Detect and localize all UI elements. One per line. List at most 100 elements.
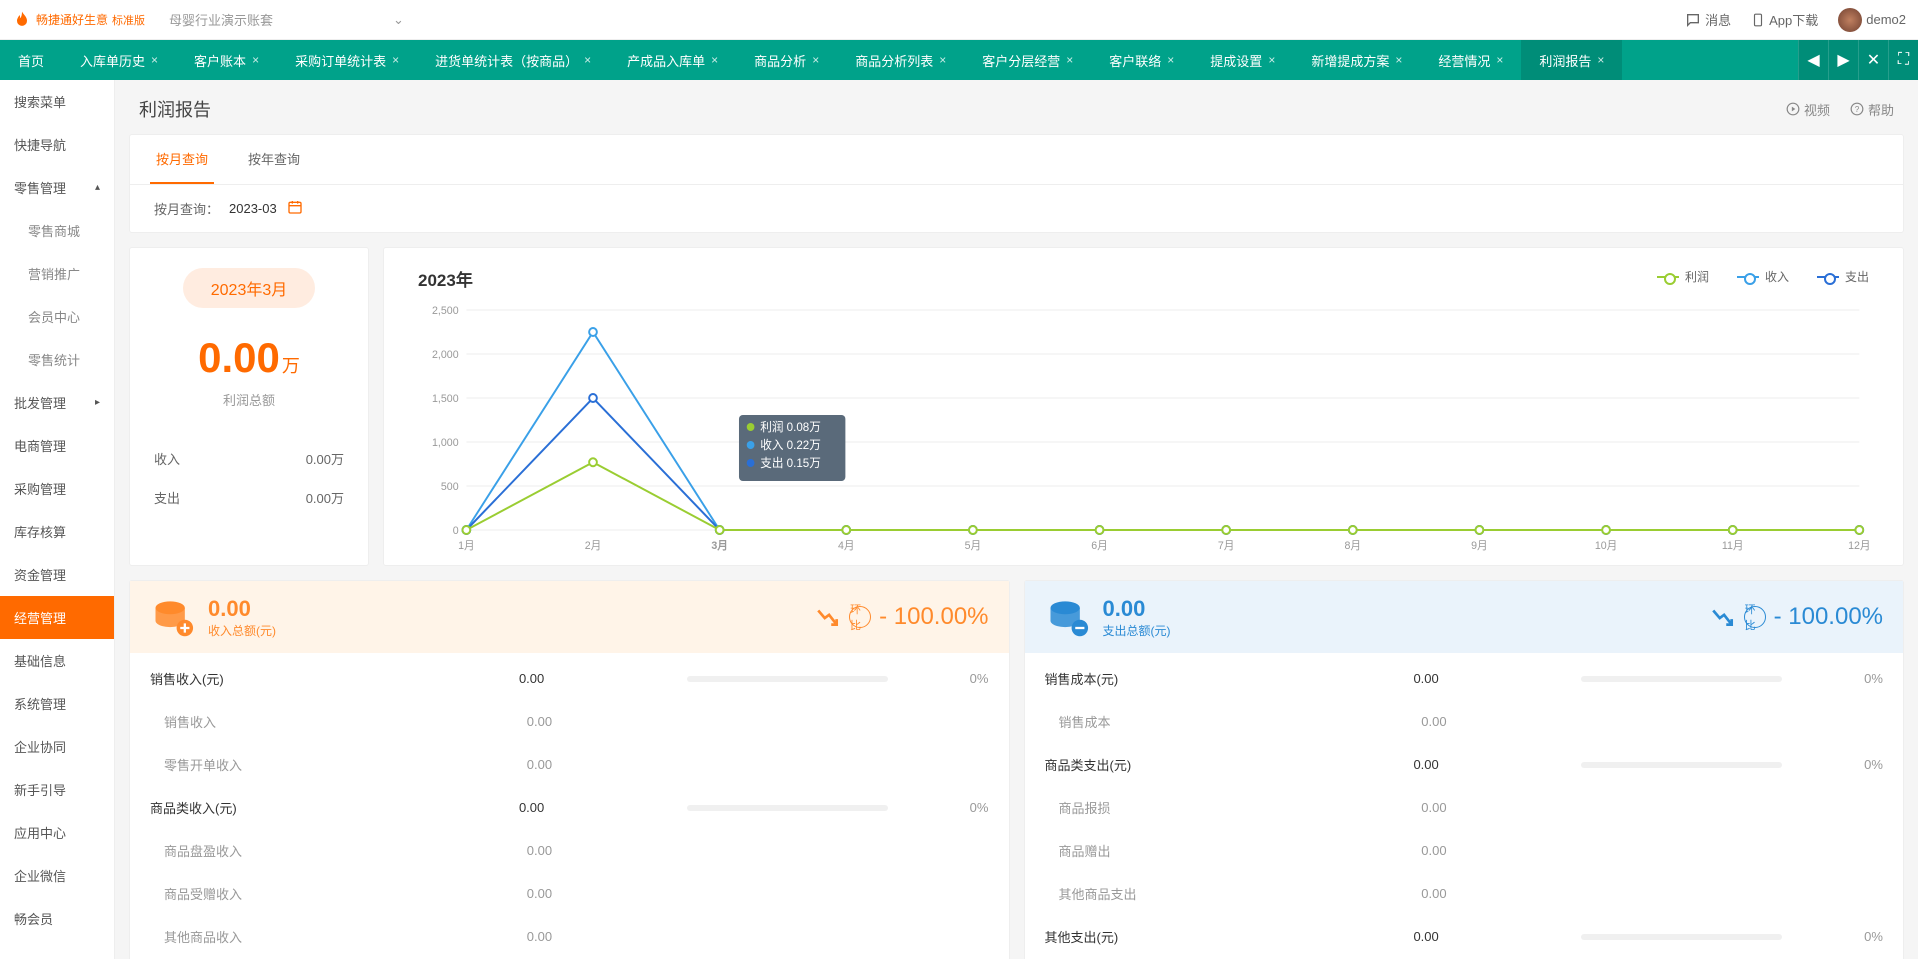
message-icon [1685,12,1701,28]
tab-close-icon[interactable]: × [1395,53,1402,67]
calendar-icon[interactable] [287,199,303,218]
workspace-tab[interactable]: 产成品入库单× [609,40,736,80]
workspace-tab[interactable]: 采购订单统计表× [277,40,417,80]
workspace-tab[interactable]: 商品分析列表× [837,40,964,80]
legend-item[interactable]: 支出 [1817,268,1869,285]
workspace-tab[interactable]: 客户账本× [176,40,277,80]
sidebar-item[interactable]: 营销推广 [0,252,114,295]
tab-close-icon[interactable]: × [151,53,158,67]
svg-text:利润 0.08万: 利润 0.08万 [760,420,821,434]
sidebar-item[interactable]: 系统管理 [0,682,114,725]
workspace-tab[interactable]: 进货单统计表（按商品）× [417,40,609,80]
svg-text:2月: 2月 [585,540,602,552]
chart-legend: 利润 收入 支出 [1657,268,1869,285]
tab-by-month[interactable]: 按月查询 [150,135,214,184]
sidebar-item[interactable]: 搜索菜单 [0,80,114,123]
user-menu[interactable]: demo2 [1838,8,1906,32]
tab-close-icon[interactable]: × [584,53,591,67]
tab-close-all-button[interactable]: ✕ [1858,40,1888,80]
workspace-tab[interactable]: 利润报告× [1521,40,1622,80]
sidebar-item[interactable]: 零售管理▴ [0,166,114,209]
tab-close-icon[interactable]: × [1597,53,1604,67]
tab-by-year[interactable]: 按年查询 [242,135,306,184]
header-actions: 消息 App下载 demo2 [1685,8,1906,32]
data-row: 其他商品收入 0.00 [150,915,989,958]
workspace-tab[interactable]: 经营情况× [1420,40,1521,80]
sidebar-item[interactable]: 批发管理▸ [0,381,114,424]
data-row: 商品赠出 0.00 [1045,829,1884,872]
workspace-tab[interactable]: 新增提成方案× [1293,40,1420,80]
svg-text:6月: 6月 [1091,540,1108,552]
progress-bar [687,676,888,682]
legend-item[interactable]: 利润 [1657,268,1709,285]
messages-button[interactable]: 消息 [1685,10,1731,29]
workspace-tab[interactable]: 提成设置× [1192,40,1293,80]
coins-icon [150,595,194,639]
sidebar: 搜索菜单快捷导航零售管理▴零售商城营销推广会员中心零售统计批发管理▸电商管理采购… [0,80,115,959]
panel-total-label: 支出总额(元) [1103,622,1171,639]
workspace-tab[interactable]: 首页 [0,40,62,80]
workspace-tab[interactable]: 入库单历史× [62,40,176,80]
fullscreen-button[interactable]: ⛶ [1888,40,1918,80]
account-selector[interactable]: 母婴行业演示账套 ⌄ [169,10,404,29]
sidebar-item[interactable]: 会员中心 [0,295,114,338]
svg-text:收入 0.22万: 收入 0.22万 [760,438,821,452]
yearly-chart-card: 2023年 利润收入支出 05001,0001,5002,0002,5001月2… [383,247,1904,566]
video-help-button[interactable]: 视频 [1786,100,1830,119]
workspace-tab[interactable]: 客户联络× [1091,40,1192,80]
tab-close-icon[interactable]: × [939,53,946,67]
tab-close-icon[interactable]: × [1167,53,1174,67]
sidebar-item[interactable]: 企业协同 [0,725,114,768]
svg-text:8月: 8月 [1345,540,1362,552]
compare-badge: 环比 [1744,606,1766,628]
tab-close-icon[interactable]: × [812,53,819,67]
sidebar-item[interactable]: 库存核算 [0,510,114,553]
sidebar-item[interactable]: 资金管理 [0,553,114,596]
sidebar-item[interactable]: 应用中心 [0,811,114,854]
tab-close-icon[interactable]: × [711,53,718,67]
legend-marker-icon [1817,272,1839,282]
panel-total-label: 收入总额(元) [208,622,276,639]
panel-header: 0.00 收入总额(元) 环比 - 100.00% [130,581,1009,653]
sidebar-item[interactable]: 零售商城 [0,209,114,252]
profit-total-label: 利润总额 [223,390,275,409]
filter-row: 按月查询： 2023-03 [130,185,1903,232]
data-row: 销售收入(元) 0.00 0% [150,657,989,700]
page-header: 利润报告 视频 ? 帮助 [115,80,1918,134]
help-button[interactable]: ? 帮助 [1850,100,1894,119]
svg-text:500: 500 [441,481,459,493]
data-row: 其他支出(元) 0.00 0% [1045,915,1884,958]
compare-badge: 环比 [849,606,871,628]
sidebar-item[interactable]: 零售统计 [0,338,114,381]
sidebar-item[interactable]: 采购管理 [0,467,114,510]
tab-prev-button[interactable]: ◀ [1798,40,1828,80]
sidebar-item[interactable]: 基础信息 [0,639,114,682]
tab-close-icon[interactable]: × [392,53,399,67]
sidebar-item[interactable]: 经营管理 [0,596,114,639]
sidebar-item[interactable]: 企业微信 [0,854,114,897]
workspace-tab[interactable]: 客户分层经营× [964,40,1091,80]
tab-close-icon[interactable]: × [1496,53,1503,67]
filter-value[interactable]: 2023-03 [229,201,277,216]
chart-area[interactable]: 05001,0001,5002,0002,5001月2月3月4月5月6月7月8月… [418,305,1869,555]
app-download-button[interactable]: App下载 [1751,10,1818,29]
sidebar-item[interactable]: 快捷导航 [0,123,114,166]
account-name: 母婴行业演示账套 [169,10,273,29]
sidebar-item[interactable]: 畅会员 [0,897,114,940]
sidebar-item[interactable]: 电商管理 [0,424,114,467]
income-panel: 0.00 收入总额(元) 环比 - 100.00% 销售收入(元) 0.00 0… [129,580,1010,959]
progress-bar [1581,762,1782,768]
workspace-tab[interactable]: 商品分析× [736,40,837,80]
data-row: 商品报损 0.00 [1045,786,1884,829]
tab-close-icon[interactable]: × [1066,53,1073,67]
month-badge: 2023年3月 [183,268,316,308]
svg-text:10月: 10月 [1595,540,1617,552]
expense-panel: 0.00 支出总额(元) 环比 - 100.00% 销售成本(元) 0.00 0… [1024,580,1905,959]
view-tabs: 按月查询 按年查询 [130,135,1903,185]
legend-item[interactable]: 收入 [1737,268,1789,285]
sidebar-item[interactable]: 新手引导 [0,768,114,811]
tab-close-icon[interactable]: × [1268,53,1275,67]
tab-next-button[interactable]: ▶ [1828,40,1858,80]
edition-badge: 标准版 [112,12,145,28]
tab-close-icon[interactable]: × [252,53,259,67]
